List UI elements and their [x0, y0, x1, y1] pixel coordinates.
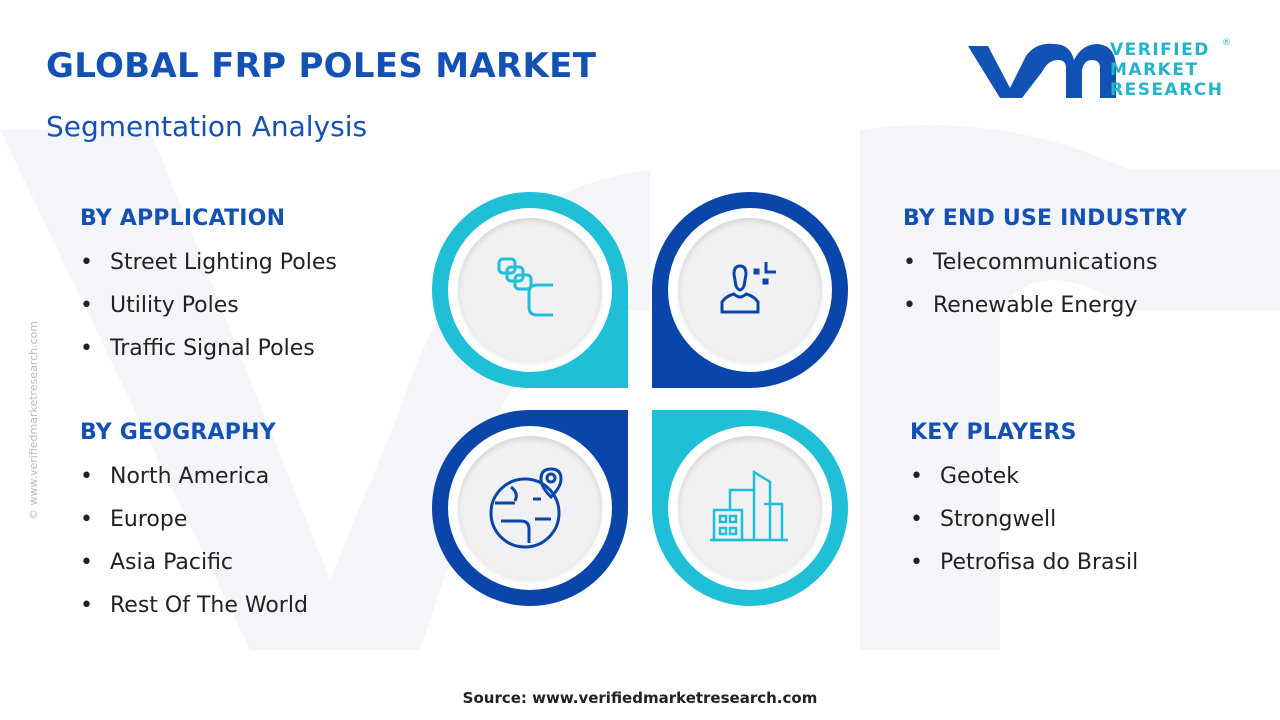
list-item: Strongwell [910, 498, 1138, 541]
buildings-icon [710, 469, 788, 542]
blocks-icon [497, 257, 553, 317]
petal-application [432, 192, 628, 388]
source-footer: Source: www.verifiedmarketresearch.com [462, 689, 818, 707]
segment-heading: BY END USE INDUSTRY [903, 206, 1187, 231]
petal-end-use [652, 192, 848, 388]
side-watermark-text: © www.verifiedmarketresearch.com [27, 320, 40, 520]
globe-pin-icon [489, 467, 563, 549]
petal-key-players [652, 410, 848, 606]
list-item: Street Lighting Poles [80, 241, 337, 284]
page-subtitle: Segmentation Analysis [46, 110, 368, 143]
list-item: Utility Poles [80, 284, 337, 327]
segment-application: BY APPLICATION Street Lighting PolesUtil… [80, 206, 337, 370]
list-item: Europe [80, 498, 308, 541]
registered-mark: ® [1222, 38, 1231, 48]
segment-heading: BY APPLICATION [80, 206, 286, 231]
page-title: GLOBAL FRP POLES MARKET [46, 46, 597, 86]
list-item: Renewable Energy [903, 284, 1187, 327]
vmr-logo [968, 43, 1116, 98]
list-item: Telecommunications [903, 241, 1187, 284]
segment-end-use: BY END USE INDUSTRY TelecommunicationsRe… [903, 206, 1187, 327]
segment-geography: BY GEOGRAPHY North AmericaEuropeAsia Pac… [80, 420, 308, 627]
segment-heading: KEY PLAYERS [910, 420, 1077, 445]
list-item: North America [80, 455, 308, 498]
list-item: Traffic Signal Poles [80, 327, 337, 370]
segment-heading: BY GEOGRAPHY [80, 420, 276, 445]
list-item: Asia Pacific [80, 541, 308, 584]
segment-key-players: KEY PLAYERS GeotekStrongwellPetrofisa do… [910, 420, 1138, 584]
person-icon [720, 262, 776, 314]
list-item: Geotek [910, 455, 1138, 498]
petal-geography [432, 410, 628, 606]
list-item: Rest Of The World [80, 584, 308, 627]
list-item: Petrofisa do Brasil [910, 541, 1138, 584]
logo-text: VERIFIED MARKET RESEARCH [1110, 40, 1224, 100]
